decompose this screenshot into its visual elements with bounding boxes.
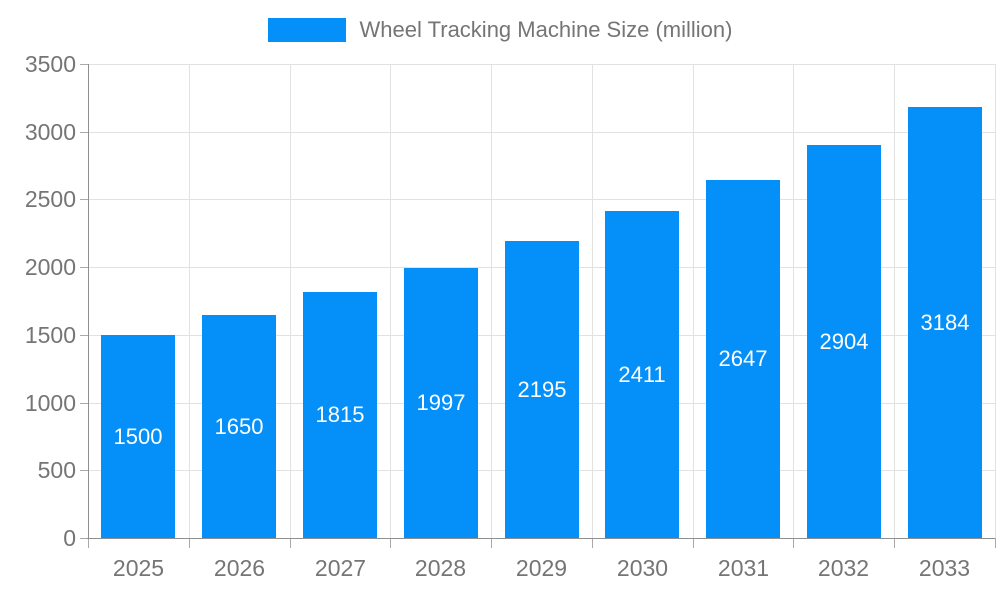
bar-2028-text: 1997 [416, 390, 466, 415]
bar-2031-text: 2647 [718, 346, 768, 371]
x-axis-label-2027: 2027 [314, 555, 367, 581]
x-axis-tick [390, 538, 391, 548]
x-gridline [189, 64, 190, 538]
y-axis-tick [80, 403, 88, 404]
x-gridline [793, 64, 794, 538]
bar-2032-text: 2904 [819, 328, 869, 354]
x-axis-label-2031: 2031 [717, 555, 770, 581]
bar-2029: 2195 [505, 241, 579, 538]
bar-2030: 2411 [605, 211, 679, 538]
y-axis-tick-label: 2000 [24, 254, 76, 280]
legend-swatch [267, 18, 346, 42]
y-gridline [88, 132, 995, 133]
y-gridline [88, 199, 995, 200]
legend-series-label: Wheel Tracking Machine Size (million) [359, 17, 733, 42]
y-axis-tick-label: 2500 [24, 186, 76, 212]
y-axis-line [88, 64, 89, 538]
bar-2025-text: 1500 [113, 423, 163, 449]
y-axis-tick [80, 132, 88, 133]
y-axis-tick-label: 0 [63, 525, 76, 551]
bar-2029-text: 2195 [517, 376, 567, 402]
bar-2033-text: 3184 [920, 309, 970, 335]
x-axis-label-2033: 2033 [918, 555, 971, 581]
bar-2032: 2904 [807, 145, 881, 538]
bar-2031: 2647 [706, 180, 780, 538]
y-axis-tick [80, 470, 88, 471]
bar-2025: 1500 [101, 335, 175, 538]
x-axis-tick [693, 538, 694, 548]
x-axis-tick [995, 538, 996, 548]
bar-2026: 1650 [202, 315, 276, 538]
x-axis-line [87, 538, 995, 539]
chart-legend: Wheel Tracking Machine Size (million) [0, 17, 1000, 43]
y-axis-tick-label: 1500 [24, 322, 76, 348]
bar-2026-text: 1650 [214, 413, 264, 439]
x-axis-tick [894, 538, 895, 548]
bar-2027: 1815 [303, 292, 377, 538]
x-gridline [390, 64, 391, 538]
x-gridline [995, 64, 996, 538]
y-axis-tick-label: 3000 [24, 119, 76, 145]
y-axis-tick [80, 64, 88, 65]
y-axis-tick [80, 538, 88, 539]
y-axis-tick-label: 3500 [24, 51, 76, 77]
y-axis-tick-label: 500 [37, 457, 76, 483]
x-axis-label-2026: 2026 [213, 555, 266, 581]
x-axis-tick [793, 538, 794, 548]
x-axis-label-2030: 2030 [616, 555, 669, 581]
bar-2033: 3184 [908, 107, 982, 538]
x-gridline [894, 64, 895, 538]
x-axis-tick [88, 538, 89, 548]
y-axis-tick [80, 335, 88, 336]
y-gridline [88, 64, 995, 65]
bar-2028: 1997 [404, 268, 478, 538]
x-axis-tick [592, 538, 593, 548]
x-gridline [693, 64, 694, 538]
bar-2030-text: 2411 [618, 361, 666, 387]
x-gridline [592, 64, 593, 538]
y-axis-tick-label: 1000 [24, 390, 76, 416]
x-axis-label-2028: 2028 [414, 555, 467, 581]
x-axis-label-2029: 2029 [515, 555, 568, 581]
y-axis-tick [80, 199, 88, 200]
x-axis-tick [189, 538, 190, 548]
y-axis-tick [80, 267, 88, 268]
x-axis-label-2025: 2025 [112, 555, 165, 581]
x-gridline [290, 64, 291, 538]
x-axis-tick [491, 538, 492, 548]
x-axis-tick [290, 538, 291, 548]
x-gridline [491, 64, 492, 538]
x-axis-label-2032: 2032 [817, 555, 870, 581]
bar-2027-text: 1815 [315, 402, 365, 427]
